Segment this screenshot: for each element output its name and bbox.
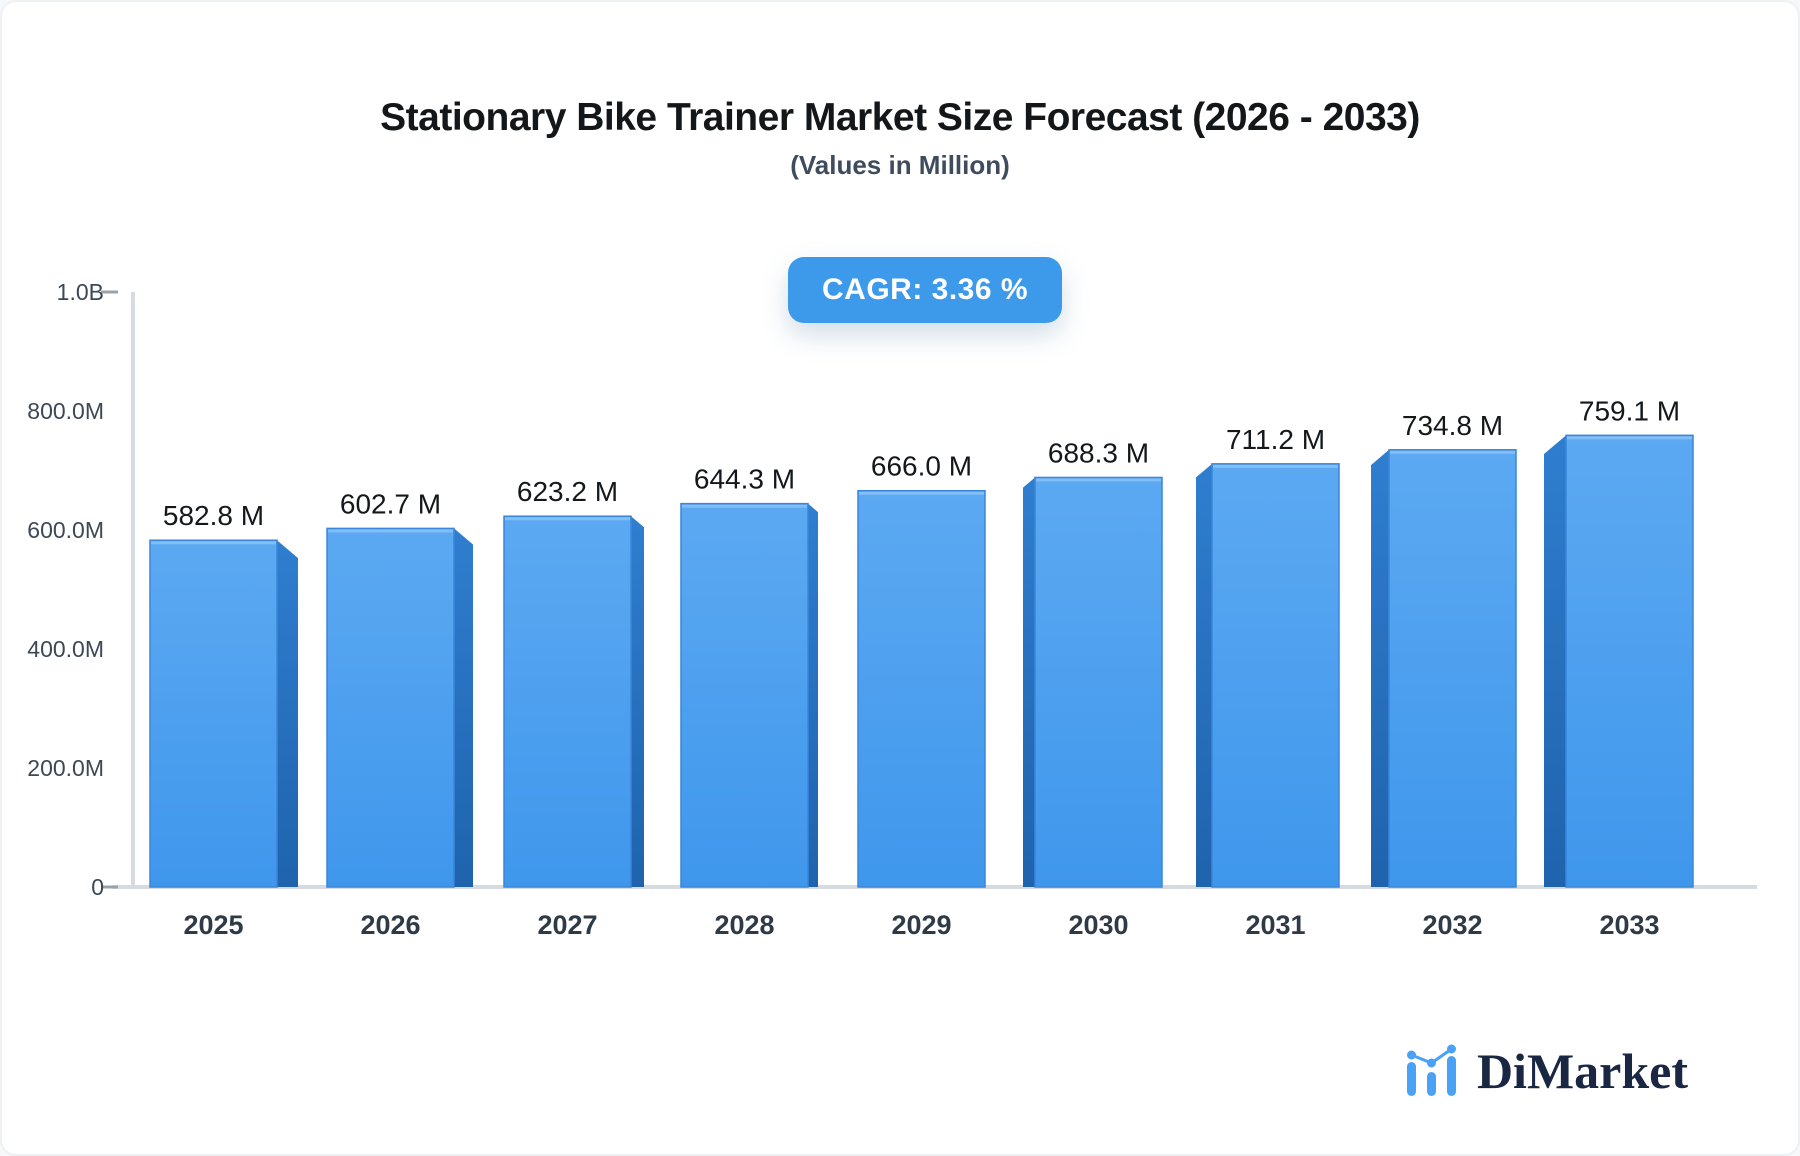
bar-2031[interactable] <box>1196 463 1340 888</box>
bar-side-face <box>454 528 473 887</box>
bar-side-face <box>1371 449 1389 887</box>
bar-front-face <box>1565 434 1694 888</box>
bar-front-face <box>503 515 632 888</box>
y-tick-label-200.0M: 200.0M <box>27 755 104 781</box>
bar-front-face <box>1211 463 1340 888</box>
bar-top-highlight <box>151 541 276 545</box>
bar-front-face <box>1388 449 1517 888</box>
logo-dot <box>1426 1058 1436 1068</box>
chart-title: Stationary Bike Trainer Market Size Fore… <box>380 96 1420 139</box>
bar-front-face <box>1034 476 1163 888</box>
brand-name: DiMarket <box>1476 1043 1688 1099</box>
bar-value-label-2030: 688.3 M <box>1048 437 1149 468</box>
brand-logo: DiMarket <box>1405 1044 1688 1098</box>
bar-2030[interactable] <box>1023 476 1163 888</box>
y-tick-label-600.0M: 600.0M <box>27 517 104 543</box>
x-tick-label-2027: 2027 <box>537 910 597 940</box>
cagr-badge-label: CAGR: 3.36 % <box>822 273 1029 306</box>
bar-front-face <box>680 502 809 888</box>
bar-value-label-2032: 734.8 M <box>1402 410 1503 441</box>
bar-value-label-2031: 711.2 M <box>1226 424 1325 455</box>
bar-value-label-2029: 666.0 M <box>871 451 972 482</box>
y-tick-label-400.0M: 400.0M <box>27 636 104 662</box>
logo-bar <box>1446 1056 1456 1096</box>
bar-value-label-2033: 759.1 M <box>1579 395 1680 426</box>
logo-bar <box>1426 1072 1436 1096</box>
chart-subtitle: (Values in Million) <box>790 150 1010 180</box>
y-tick-dash <box>101 290 118 294</box>
bar-top-highlight <box>859 491 984 495</box>
bar-2025[interactable] <box>149 539 298 888</box>
bar-top-highlight <box>1567 436 1692 440</box>
bar-side-face <box>631 516 644 887</box>
bar-side-face <box>1544 435 1566 887</box>
bar-2029[interactable] <box>857 489 986 888</box>
logo-dot <box>1406 1050 1416 1060</box>
bar-top-highlight <box>1213 464 1338 468</box>
bar-top-highlight <box>1036 478 1161 482</box>
x-tick-label-2025: 2025 <box>183 910 243 940</box>
bar-top-highlight <box>682 504 807 508</box>
bar-2027[interactable] <box>503 515 644 888</box>
x-tick-label-2029: 2029 <box>891 910 951 940</box>
y-tick-label-1.0B: 1.0B <box>57 279 104 305</box>
bar-top-highlight <box>1390 450 1515 454</box>
x-tick-label-2026: 2026 <box>360 910 420 940</box>
x-tick-label-2030: 2030 <box>1068 910 1128 940</box>
x-tick-label-2031: 2031 <box>1245 910 1305 940</box>
bar-value-label-2025: 582.8 M <box>163 500 264 531</box>
bar-2028[interactable] <box>680 502 818 888</box>
bar-value-label-2026: 602.7 M <box>340 488 441 519</box>
cagr-badge: CAGR: 3.36 % <box>788 257 1063 323</box>
labels-layer: 582.8 M 2025 602.7 M 2026 623.2 M 2027 644.3 M… <box>163 395 1680 940</box>
bar-2026[interactable] <box>326 527 473 888</box>
bar-top-highlight <box>505 517 630 521</box>
bar-side-face <box>1196 463 1212 887</box>
y-tick-dash <box>101 885 118 889</box>
bar-side-face <box>1023 477 1035 887</box>
bar-front-face <box>857 489 986 888</box>
x-tick-label-2032: 2032 <box>1422 910 1482 940</box>
bar-value-label-2028: 644.3 M <box>694 464 795 495</box>
bars-layer <box>149 434 1694 888</box>
bar-front-face <box>326 527 455 888</box>
bar-2032[interactable] <box>1371 449 1517 888</box>
bar-2033[interactable] <box>1544 434 1694 888</box>
y-tick-label-0: 0 <box>91 874 104 900</box>
logo-dot <box>1446 1044 1456 1054</box>
bar-value-label-2027: 623.2 M <box>517 476 618 507</box>
x-tick-label-2028: 2028 <box>714 910 774 940</box>
logo-bar <box>1406 1062 1416 1096</box>
bar-side-face <box>277 540 298 887</box>
x-tick-label-2033: 2033 <box>1599 910 1659 940</box>
bar-side-face <box>808 503 818 887</box>
dimarket-chart-icon <box>1406 1044 1456 1096</box>
y-axis-line <box>131 292 135 887</box>
bar-top-highlight <box>328 529 453 533</box>
y-tick-label-800.0M: 800.0M <box>27 398 104 424</box>
bar-front-face <box>149 539 278 888</box>
